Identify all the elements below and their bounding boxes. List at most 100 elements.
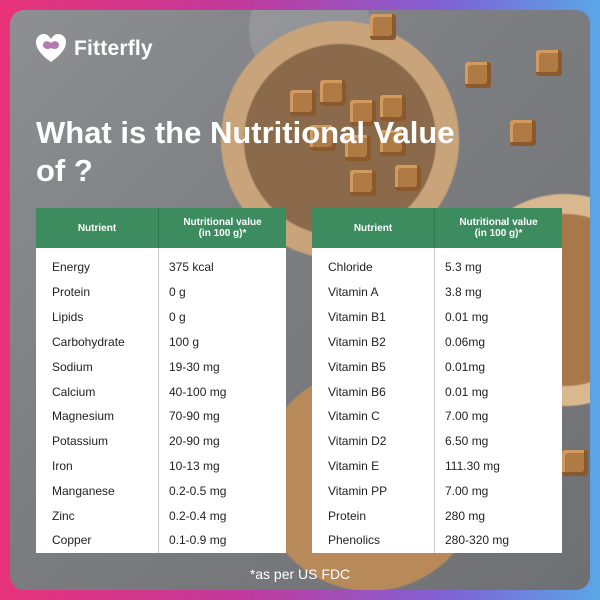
nutrient-name: Zinc <box>52 508 75 523</box>
nutrient-name: Vitamin A <box>328 285 379 300</box>
table-row: Zinc 0.2-0.4 mg <box>36 503 286 528</box>
nutrient-name: Vitamin B1 <box>328 310 386 325</box>
sugar-cube <box>350 170 376 196</box>
nutrient-value: 40-100 mg <box>158 379 286 404</box>
nutrient-name: Copper <box>52 533 92 548</box>
table-header-row: Nutrient Nutritional value (in 100 g)* <box>312 208 562 248</box>
table-row: Potassium 20-90 mg <box>36 428 286 454</box>
nutrient-name: Vitamin PP <box>328 483 388 498</box>
table-row: Energy 375 kcal <box>36 248 286 280</box>
nutrition-table-right: Nutrient Nutritional value (in 100 g)* C… <box>312 208 562 553</box>
table-row: Manganese 0.2-0.5 mg <box>36 478 286 504</box>
nutrient-value: 5.3 mg <box>434 248 562 280</box>
nutrient-value: 111.30 mg <box>434 453 562 479</box>
nutrient-name: Carbohydrate <box>52 334 125 349</box>
nutrient-value: 19-30 mg <box>158 354 286 380</box>
nutrient-name: Vitamin E <box>328 458 380 473</box>
nutrient-name: Sodium <box>52 359 93 374</box>
nutrient-value: 70-90 mg <box>158 403 286 429</box>
nutrient-value: 7.00 mg <box>434 478 562 504</box>
table-row: Calcium 40-100 mg <box>36 379 286 404</box>
brand-logo: Fitterfly <box>34 32 153 66</box>
nutrient-value: 0.1-0.9 mg <box>158 527 286 553</box>
nutrient-name: Vitamin D2 <box>328 434 387 449</box>
nutrient-value: 0.01 mg <box>434 379 562 404</box>
table-row: Vitamin A 3.8 mg <box>312 280 562 305</box>
nutrient-value: 20-90 mg <box>158 428 286 454</box>
sugar-cube <box>310 125 336 151</box>
nutrient-value: 280 mg <box>434 503 562 528</box>
nutrient-value: 280-320 mg <box>434 527 562 553</box>
nutrition-table-left: Nutrient Nutritional value (in 100 g)* E… <box>36 208 286 553</box>
sugar-cube <box>380 130 406 156</box>
nutrient-value: 7.00 mg <box>434 403 562 429</box>
heart-butterfly-icon <box>36 34 66 62</box>
nutrient-value: 100 g <box>158 329 286 355</box>
nutrient-value: 0.2-0.4 mg <box>158 503 286 528</box>
column-header-nutrient: Nutrient <box>36 208 159 248</box>
nutrient-name: Phenolics <box>328 533 381 548</box>
sugar-cube <box>536 50 562 76</box>
nutrient-name: Vitamin C <box>328 409 380 424</box>
table-row: Vitamin B2 0.06mg <box>312 329 562 355</box>
table-row: Vitamin D2 6.50 mg <box>312 428 562 454</box>
table-row: Lipids 0 g <box>36 304 286 330</box>
sugar-cube <box>395 165 421 191</box>
table-row: Vitamin B5 0.01mg <box>312 354 562 380</box>
nutrient-name: Protein <box>328 508 367 523</box>
column-header-value: Nutritional value (in 100 g)* <box>158 208 286 248</box>
sugar-cube <box>370 14 396 40</box>
sugar-cube <box>510 120 536 146</box>
nutrient-value: 0 g <box>158 280 286 305</box>
table-row: Carbohydrate 100 g <box>36 329 286 355</box>
sugar-cube <box>562 450 588 476</box>
table-row: Copper 0.1-0.9 mg <box>36 527 286 553</box>
nutrient-name: Vitamin B2 <box>328 334 386 349</box>
column-header-nutrient: Nutrient <box>312 208 435 248</box>
sugar-cube <box>380 95 406 121</box>
table-row: Protein 280 mg <box>312 503 562 528</box>
table-row: Iron 10-13 mg <box>36 453 286 479</box>
nutrient-value: 0.01mg <box>434 354 562 380</box>
nutrient-name: Iron <box>52 458 73 473</box>
table-row: Vitamin B1 0.01 mg <box>312 304 562 330</box>
nutrient-value: 0.2-0.5 mg <box>158 478 286 504</box>
sugar-cube <box>345 135 371 161</box>
table-header-row: Nutrient Nutritional value (in 100 g)* <box>36 208 286 248</box>
table-row: Chloride 5.3 mg <box>312 248 562 280</box>
page-title: What is the Nutritional Value of ? <box>36 115 455 188</box>
nutrient-name: Energy <box>52 260 91 274</box>
table-row: Protein 0 g <box>36 280 286 305</box>
nutrient-name: Magnesium <box>52 409 115 424</box>
table-row: Vitamin E 111.30 mg <box>312 453 562 479</box>
nutrient-value: 3.8 mg <box>434 280 562 305</box>
table-row: Sodium 19-30 mg <box>36 354 286 380</box>
nutrient-value: 0.06mg <box>434 329 562 355</box>
nutrient-value: 0 g <box>158 304 286 330</box>
nutrient-name: Vitamin B6 <box>328 384 386 399</box>
table-row: Vitamin B6 0.01 mg <box>312 379 562 404</box>
nutrient-name: Calcium <box>52 384 96 399</box>
background-photo-card: Fitterfly What is the Nutritional Value … <box>10 10 590 590</box>
nutrient-name: Potassium <box>52 434 109 449</box>
table-row: Vitamin PP 7.00 mg <box>312 478 562 504</box>
footnote: *as per US FDC <box>249 566 351 582</box>
nutrient-value: 0.01 mg <box>434 304 562 330</box>
brand-name: Fitterfly <box>74 37 153 60</box>
column-header-value: Nutritional value (in 100 g)* <box>434 208 562 248</box>
nutrient-name: Manganese <box>52 483 115 498</box>
sugar-cube <box>320 80 346 106</box>
table-row: Magnesium 70-90 mg <box>36 403 286 429</box>
table-row: Phenolics 280-320 mg <box>312 527 562 553</box>
table-row: Vitamin C 7.00 mg <box>312 403 562 429</box>
sugar-cube <box>465 62 491 88</box>
sugar-cube <box>350 100 376 126</box>
nutrient-value: 10-13 mg <box>158 453 286 479</box>
nutrient-name: Chloride <box>328 260 373 274</box>
nutrient-value: 375 kcal <box>158 248 286 280</box>
nutrient-name: Vitamin B5 <box>328 359 386 374</box>
nutrient-value: 6.50 mg <box>434 428 562 454</box>
nutrient-name: Protein <box>52 285 91 300</box>
sugar-cube <box>290 90 316 116</box>
